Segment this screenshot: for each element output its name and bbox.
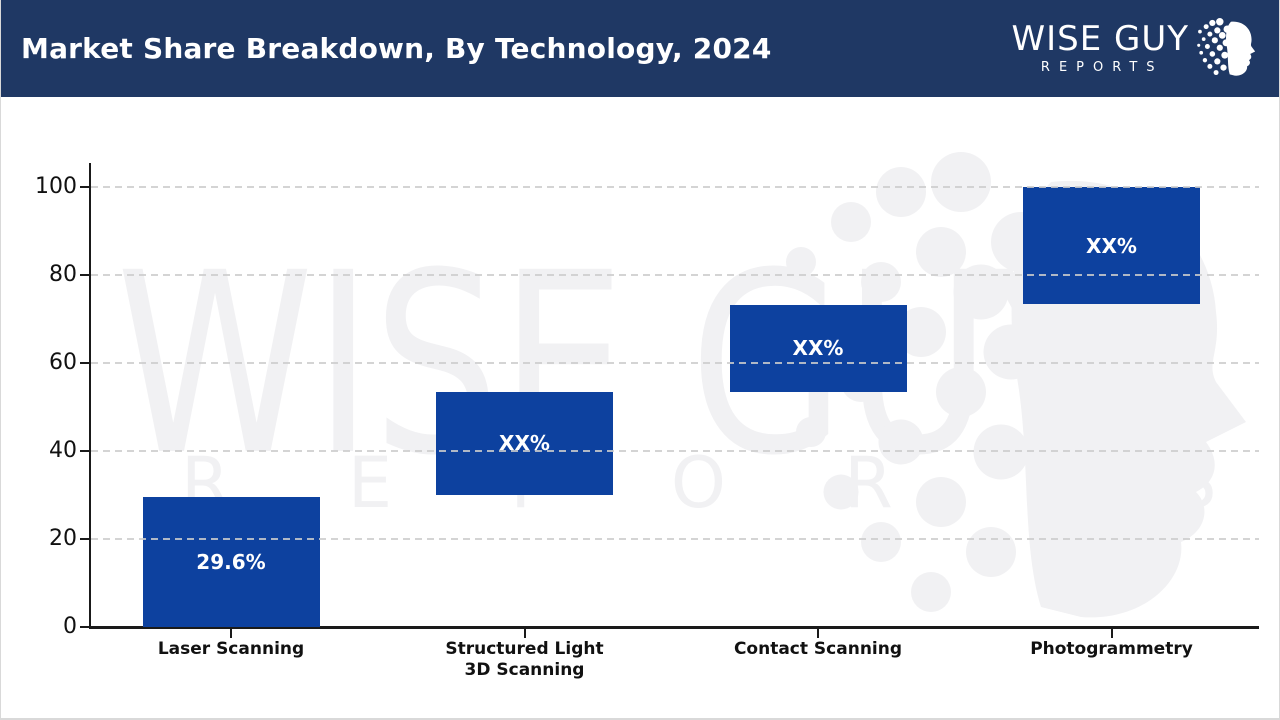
y-tick-mark	[80, 450, 89, 452]
x-tick-mark	[1110, 629, 1113, 638]
y-tick-label: 80	[49, 262, 77, 287]
x-tick-label-structured-light-3d-scanning: Structured Light 3D Scanning	[445, 639, 604, 680]
bar-structured-light-3d-scanning: XX%	[436, 391, 613, 495]
wiseguy-logo-subtitle: REPORTS	[1040, 60, 1164, 75]
gridline	[91, 274, 1259, 276]
bar-photogrammetry: XX%	[1023, 187, 1200, 305]
bar-value-label: XX%	[1086, 233, 1137, 258]
bar-laser-scanning: 29.6%	[142, 496, 320, 627]
gridline	[91, 362, 1259, 364]
gridline	[91, 538, 1259, 540]
wiseguy-logo-text: WISE GUY REPORTS	[1011, 22, 1189, 75]
x-tick-label-contact-scanning: Contact Scanning	[733, 639, 903, 659]
x-axis-line	[89, 626, 1259, 629]
x-tick-label-laser-scanning: Laser Scanning	[157, 639, 305, 659]
wiseguy-logo-wordmark: WISE GUY	[1011, 19, 1189, 59]
wiseguy-logo: WISE GUY REPORTS	[1011, 11, 1257, 87]
y-tick-mark	[80, 626, 89, 628]
gridline	[91, 186, 1259, 188]
y-tick-mark	[80, 186, 89, 188]
y-tick-mark	[80, 538, 89, 540]
y-tick-label: 100	[35, 174, 77, 199]
x-tick-mark	[817, 629, 819, 638]
header-bar: Market Share Breakdown, By Technology, 2…	[1, 0, 1279, 97]
y-axis-line	[89, 163, 91, 628]
bar-contact-scanning: XX%	[729, 304, 907, 393]
y-tick-mark	[80, 362, 89, 364]
x-tick-label-photogrammetry: Photogrammetry	[1030, 639, 1193, 659]
x-tick-mark	[523, 629, 526, 638]
x-tick-mark	[230, 629, 232, 638]
y-tick-label: 0	[63, 614, 77, 639]
y-tick-label: 40	[49, 438, 77, 463]
bar-value-label: XX%	[792, 336, 844, 361]
y-tick-mark	[80, 274, 89, 276]
wiseguy-face-icon	[1197, 17, 1256, 76]
gridline	[91, 450, 1259, 452]
y-tick-label: 60	[49, 350, 77, 375]
chart-title: Market Share Breakdown, By Technology, 2…	[21, 32, 772, 65]
bar-value-label: 29.6%	[196, 549, 266, 574]
y-tick-label: 20	[49, 526, 77, 551]
